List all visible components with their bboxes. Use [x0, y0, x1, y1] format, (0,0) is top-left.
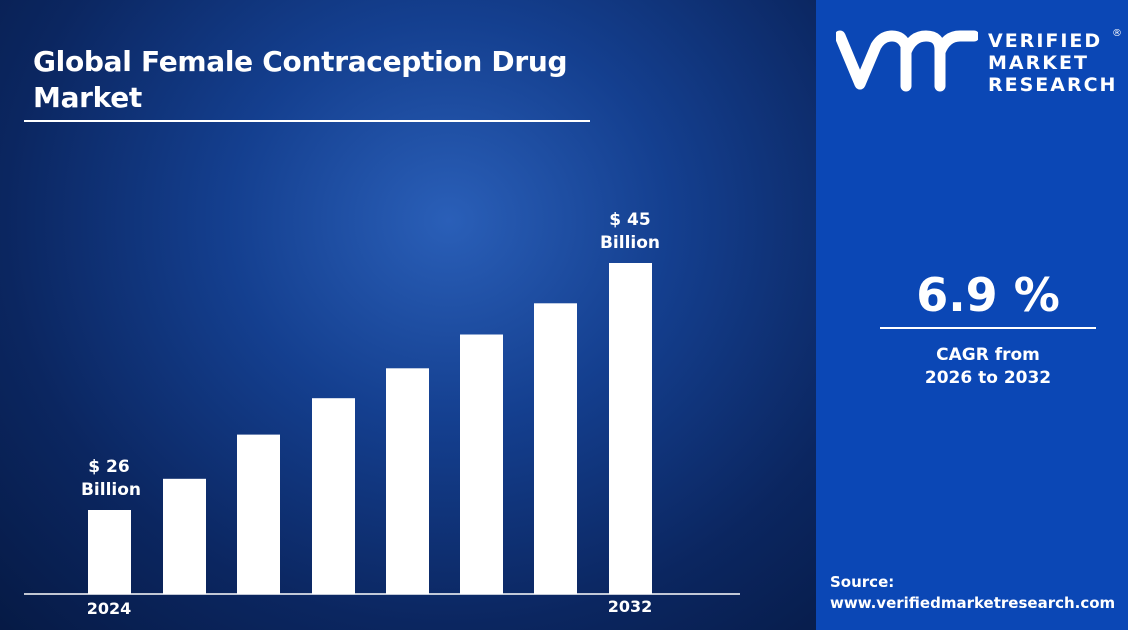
- cagr-label-line-2: 2026 to 2032: [924, 368, 1052, 388]
- bar-2030: [534, 303, 577, 594]
- source-url[interactable]: www.verifiedmarketresearch.com: [830, 594, 1116, 612]
- bar-2024: [88, 510, 131, 594]
- bar-2025: [163, 478, 206, 594]
- registered-mark: ®: [1112, 28, 1122, 39]
- vmr-logo: [836, 30, 978, 92]
- bar-2026: [237, 434, 280, 594]
- title-underline: [24, 120, 590, 122]
- bar-chart: 2024 2032 $ 26 Billion $ 45 Billion: [24, 210, 740, 618]
- data-label-2032-value: $ 45: [609, 210, 650, 230]
- brand-name: VERIFIED MARKET RESEARCH: [988, 30, 1117, 96]
- brand-line-1: VERIFIED: [988, 30, 1103, 52]
- bar-2029: [460, 334, 503, 594]
- data-label-2024-value: $ 26: [88, 457, 129, 477]
- bar-2027: [312, 398, 355, 594]
- brand-line-3: RESEARCH: [988, 74, 1118, 96]
- chart-title: Global Female Contraception Drug Market: [33, 44, 568, 116]
- tick-2032: 2032: [608, 597, 653, 616]
- info-panel: [816, 0, 1128, 630]
- data-label-2024-unit: Billion: [81, 480, 141, 500]
- cagr-value: 6.9 %: [916, 268, 1060, 322]
- source: Source: www.verifiedmarketresearch.com: [830, 572, 1115, 614]
- tick-2024: 2024: [87, 599, 132, 618]
- source-label: Source:: [830, 573, 895, 591]
- cagr-label: CAGR from 2026 to 2032: [880, 344, 1096, 390]
- data-label-2032-unit: Billion: [600, 233, 660, 253]
- cagr-label-line-1: CAGR from: [936, 345, 1040, 365]
- cagr-divider: [880, 327, 1096, 329]
- title-line-1: Global Female Contraception Drug: [33, 45, 568, 78]
- brand-line-2: MARKET: [988, 52, 1089, 74]
- bar-2032: [609, 263, 652, 594]
- title-line-2: Market: [33, 81, 143, 114]
- bar-2028: [386, 368, 429, 594]
